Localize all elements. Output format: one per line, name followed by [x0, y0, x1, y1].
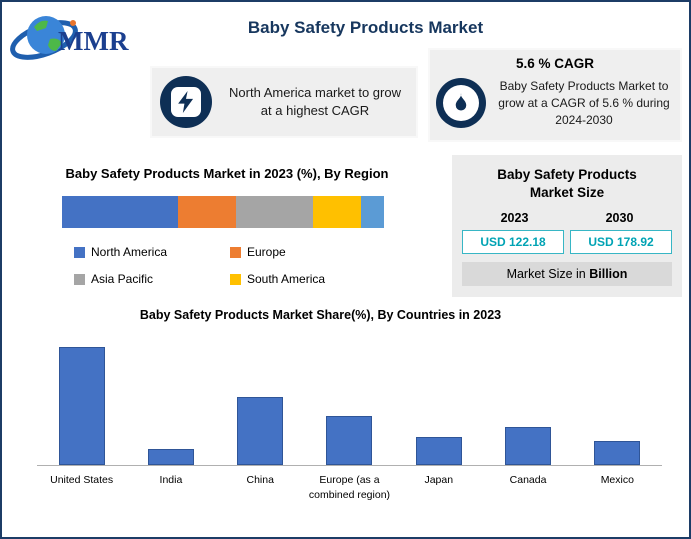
bar-label-united-states: United States [50, 474, 114, 486]
bar-label-japan: Japan [424, 474, 454, 486]
footer-unit: Billion [589, 267, 628, 282]
legend-label: South America [247, 272, 326, 286]
lightning-bolt-inner [171, 87, 201, 117]
legend-label: Europe [247, 245, 286, 259]
region-segment-north-america [62, 196, 178, 228]
legend-item-north-america: North America [74, 245, 230, 259]
market-size-footer: Market Size in Billion [462, 262, 672, 287]
market-size-title: Baby Safety Products Market Size [497, 167, 637, 200]
region-stacked-bar [62, 196, 384, 228]
flame-inner [443, 85, 479, 122]
bar-canada [505, 426, 552, 465]
market-value-2030: USD 178.92 [570, 230, 672, 255]
bar-india [147, 448, 194, 465]
cagr-row: Baby Safety Products Market to grow at a… [436, 78, 674, 129]
bar-cell [305, 332, 394, 465]
bar-cell [37, 332, 126, 465]
highlight-text: North America market to grow at a highes… [229, 84, 401, 118]
country-chart-title: Baby Safety Products Market Share(%), By… [139, 308, 502, 322]
legend-label: Asia Pacific [91, 272, 154, 286]
bar-cell [216, 332, 305, 465]
bar-japan [415, 436, 462, 465]
market-size-box: Baby Safety Products Market Size 2023 20… [452, 155, 682, 297]
bar-label-canada: Canada [509, 474, 547, 486]
globe-logo-icon: MMR [10, 16, 129, 60]
bar-cell [126, 332, 215, 465]
region-legend: North America Europe Asia Pacific South Ame… [74, 245, 386, 286]
bar-united-states [58, 346, 105, 465]
region-segment-south-america [313, 196, 362, 228]
cagr-callout: 5.6 % CAGR Baby Safety Products Market t… [428, 48, 682, 142]
bar-label-mexico: Mexico [600, 474, 634, 486]
cagr-value: 5.6 % CAGR [515, 56, 595, 71]
country-bar-chart: United States India China Europe (as a comb… [37, 332, 662, 502]
bar-cell [573, 332, 662, 465]
footer-prefix: Market Size in [506, 267, 590, 282]
year-2030-label: 2030 [605, 211, 634, 226]
years-row: 2023 2030 [462, 211, 672, 225]
market-value-2023: USD 122.18 [462, 230, 564, 255]
bar-cell [483, 332, 572, 465]
legend-swatch [74, 246, 85, 258]
region-segment-asia-pacific [235, 196, 314, 228]
lightning-bolt-icon [160, 76, 212, 128]
legend-swatch [230, 246, 241, 258]
legend-item-asia-pacific: Asia Pacific [74, 272, 230, 286]
legend-item-europe: Europe [230, 245, 386, 259]
flame-icon [436, 78, 486, 129]
region-chart-title: Baby Safety Products Market in 2023 (%),… [65, 166, 389, 181]
legend-swatch [230, 273, 241, 285]
region-segment-europe [177, 196, 236, 228]
cagr-text: Baby Safety Products Market to grow at a… [498, 79, 670, 127]
bar-label-china: China [246, 474, 274, 486]
legend-swatch [74, 273, 85, 285]
bar-label-europe-as-a-combined-region: Europe (as a combined region) [308, 474, 391, 501]
region-segment-other [361, 196, 384, 228]
values-row: USD 122.18 USD 178.92 [462, 230, 672, 255]
bar-europe-as-a-combined-region [326, 416, 373, 465]
labels-row: United States India China Europe (as a comb… [37, 466, 662, 502]
mmr-logo: MMR [10, 6, 150, 70]
bars-row [37, 332, 662, 466]
bar-china [237, 397, 284, 465]
bar-label-india: India [159, 474, 183, 486]
legend-label: North America [91, 245, 168, 259]
highlight-callout: North America market to grow at a highes… [150, 66, 418, 138]
svg-text:MMR: MMR [58, 26, 129, 56]
bar-mexico [594, 441, 641, 465]
year-2023-label: 2023 [500, 211, 529, 226]
page-title: Baby Safety Products Market [247, 18, 484, 37]
legend-item-south-america: South America [230, 272, 386, 286]
bar-cell [394, 332, 483, 465]
